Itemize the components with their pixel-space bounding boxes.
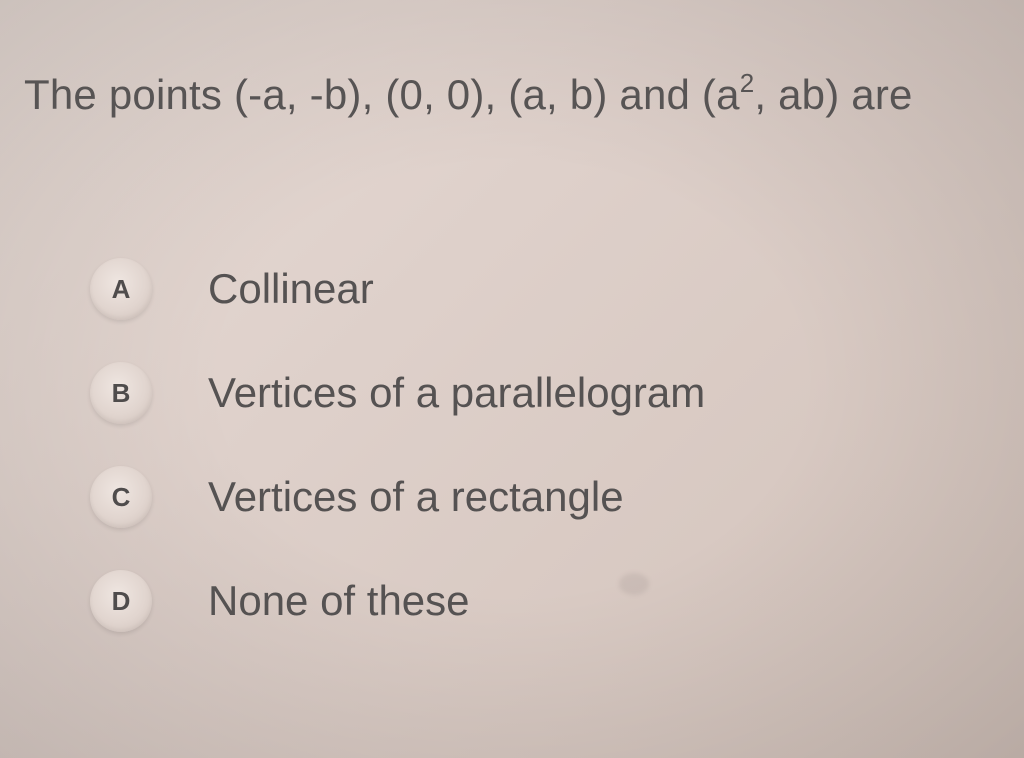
option-c-text: Vertices of a rectangle xyxy=(208,473,624,521)
question-stem: The points (-a, -b), (0, 0), (a, b) and … xyxy=(24,70,1000,119)
option-a-badge: A xyxy=(90,258,152,320)
option-c[interactable]: C Vertices of a rectangle xyxy=(90,466,705,528)
question-prefix: The points (-a, -b), (0, 0), (a, b) and … xyxy=(24,71,740,118)
option-b-letter: B xyxy=(112,378,131,409)
question-superscript: 2 xyxy=(740,68,755,98)
paper-smudge-icon xyxy=(619,573,649,595)
question-suffix: , ab) are xyxy=(754,71,912,118)
option-a-text: Collinear xyxy=(208,265,374,313)
option-a[interactable]: A Collinear xyxy=(90,258,705,320)
option-d-text-span: None of these xyxy=(208,577,470,624)
option-b[interactable]: B Vertices of a parallelogram xyxy=(90,362,705,424)
options-list: A Collinear B Vertices of a parallelogra… xyxy=(90,258,705,674)
option-c-letter: C xyxy=(112,482,131,513)
option-a-letter: A xyxy=(112,274,131,305)
option-d[interactable]: D None of these xyxy=(90,570,705,632)
option-d-letter: D xyxy=(112,586,131,617)
option-b-badge: B xyxy=(90,362,152,424)
option-d-text: None of these xyxy=(208,577,511,625)
option-b-text: Vertices of a parallelogram xyxy=(208,369,705,417)
option-d-badge: D xyxy=(90,570,152,632)
option-c-badge: C xyxy=(90,466,152,528)
